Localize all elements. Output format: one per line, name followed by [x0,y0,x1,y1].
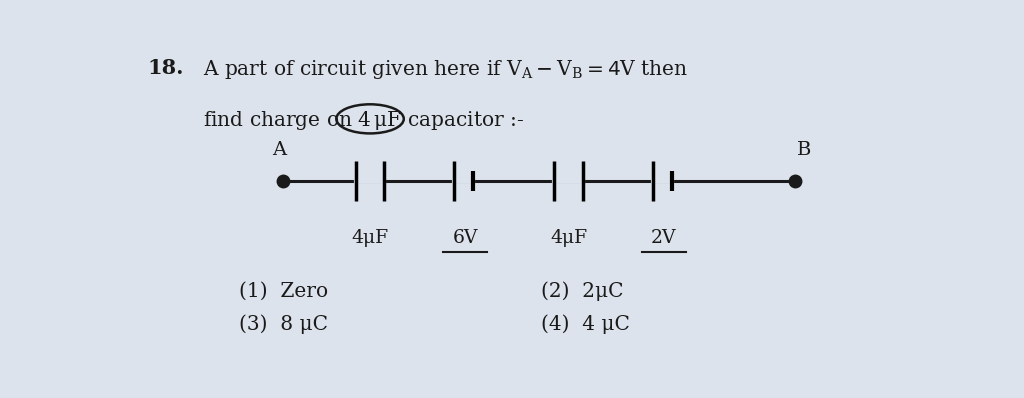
Text: A part of circuit given here if $\mathregular{V_A}-\mathregular{V_B}=4\mathregul: A part of circuit given here if $\mathre… [204,59,688,82]
Text: (1)  Zero: (1) Zero [240,282,329,300]
Text: (4)  4 μC: (4) 4 μC [541,315,630,334]
Text: 4μF: 4μF [351,228,389,247]
Text: 4μF: 4μF [550,228,587,247]
Text: A: A [271,141,286,159]
Text: find charge on $\mathregular{4\,\mu F}$ capacitor :-: find charge on $\mathregular{4\,\mu F}$ … [204,109,524,132]
Text: 18.: 18. [147,59,184,78]
Text: (3)  8 μC: (3) 8 μC [240,315,328,334]
Text: 6V: 6V [453,228,478,247]
Text: 2V: 2V [651,228,677,247]
Text: (2)  2μC: (2) 2μC [541,281,624,300]
Text: B: B [797,141,811,159]
